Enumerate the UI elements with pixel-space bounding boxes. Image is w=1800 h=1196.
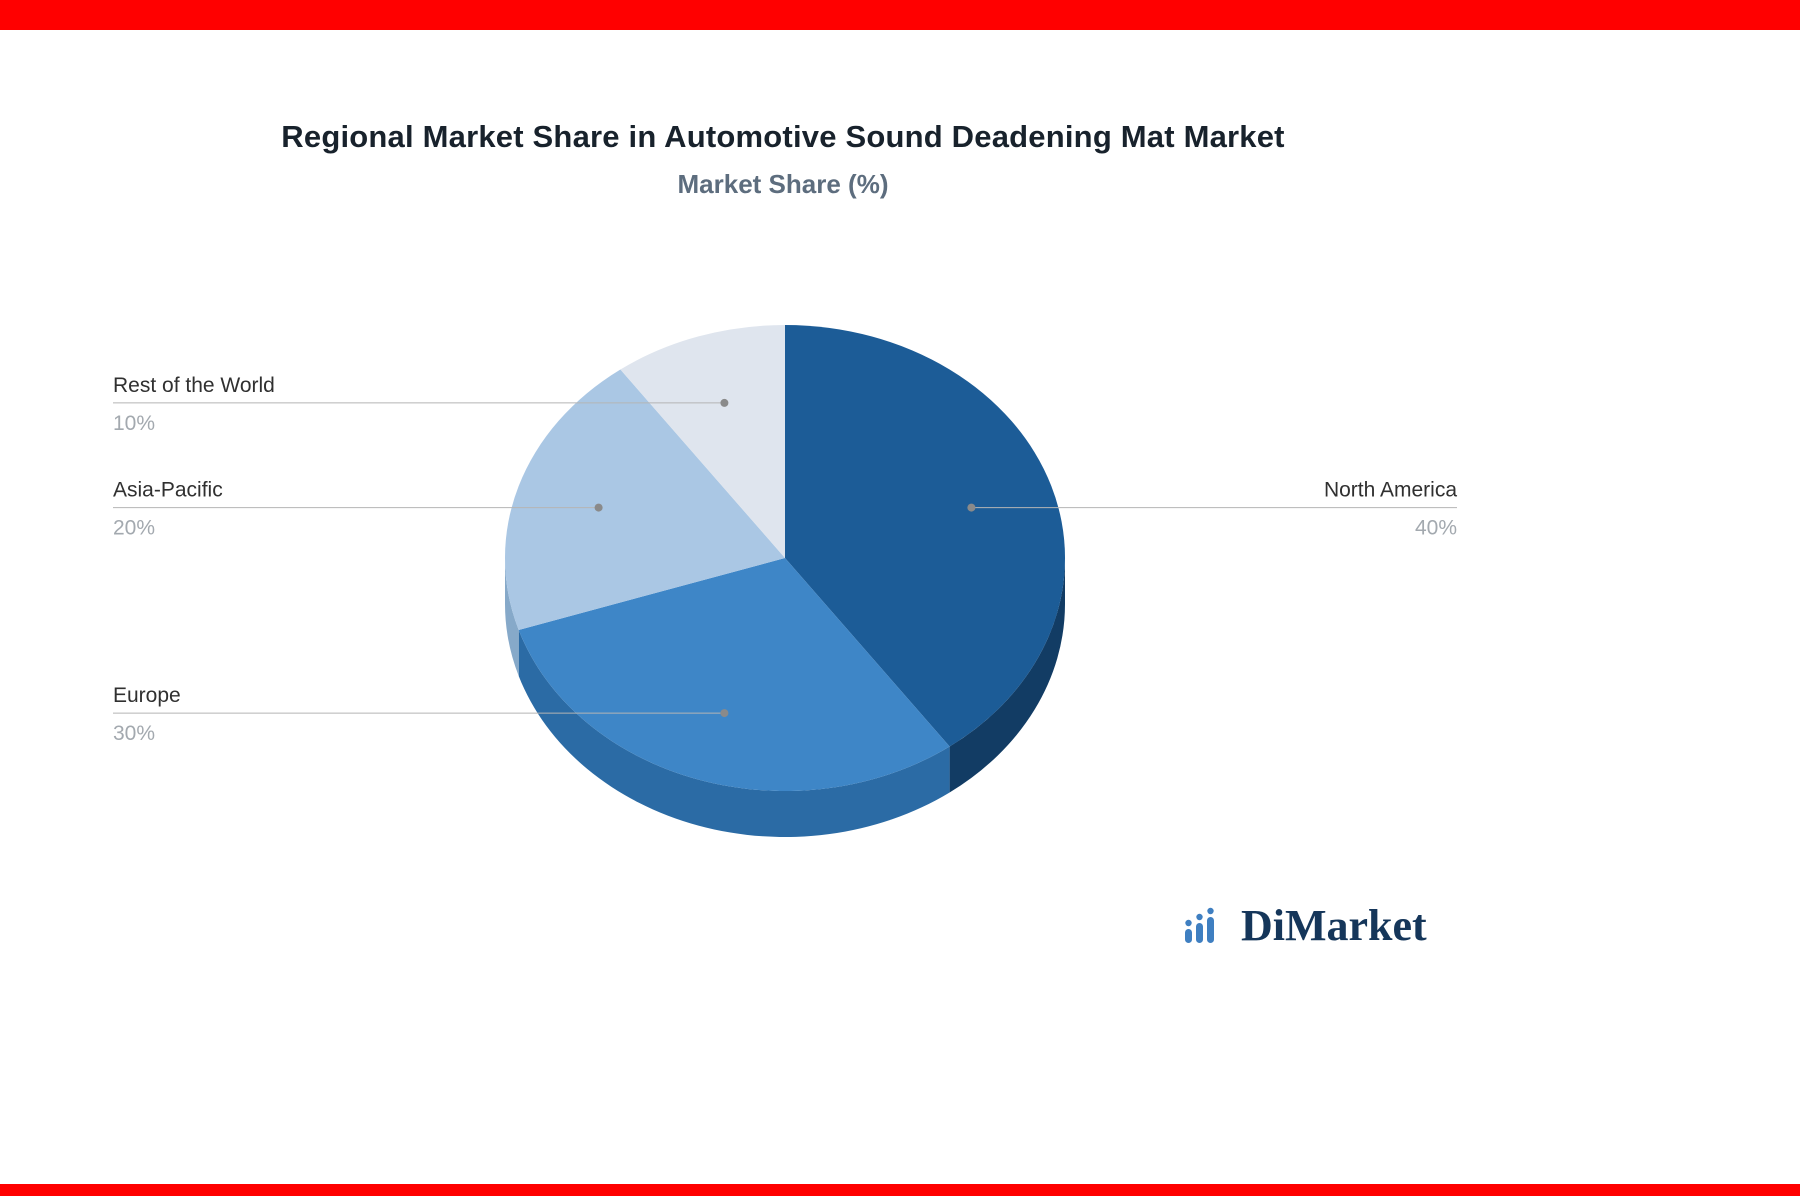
callout-dot-europe (720, 709, 729, 718)
brand-name: DiMarket (1241, 901, 1427, 950)
callout-value-europe: 30% (113, 722, 155, 745)
callout-value-asia-pacific: 20% (113, 517, 155, 540)
brand-logo: DiMarket (1183, 903, 1427, 949)
callout-label-north-america: North America (1324, 479, 1457, 502)
pie-slice-side-europe (518, 630, 950, 838)
callout-dot-asia-pacific (594, 503, 603, 512)
pie-slice-europe (518, 558, 950, 792)
callout-dot-rest-of-the-world (720, 398, 729, 407)
bottom-accent-bar (0, 1184, 1800, 1196)
pie-slice-asia-pacific (504, 369, 785, 630)
pie-slice-north-america (785, 325, 1066, 747)
callout-label-europe: Europe (113, 684, 181, 707)
callout-label-rest-of-the-world: Rest of the World (113, 374, 275, 397)
callout-dot-north-america (967, 503, 976, 512)
pie-slice-side-asia-pacific (504, 558, 519, 676)
pie-slice-side-north-america (949, 558, 1065, 793)
callout-label-asia-pacific: Asia-Pacific (113, 479, 223, 502)
chart-title: Regional Market Share in Automotive Soun… (281, 119, 1285, 154)
callout-value-north-america: 40% (1415, 517, 1457, 540)
chart-subtitle: Market Share (%) (677, 169, 889, 199)
top-accent-bar (0, 0, 1800, 30)
pie-slice-rest-of-the-world (620, 325, 785, 558)
callout-value-rest-of-the-world: 10% (113, 412, 155, 435)
bar-chart-icon (1185, 907, 1214, 943)
